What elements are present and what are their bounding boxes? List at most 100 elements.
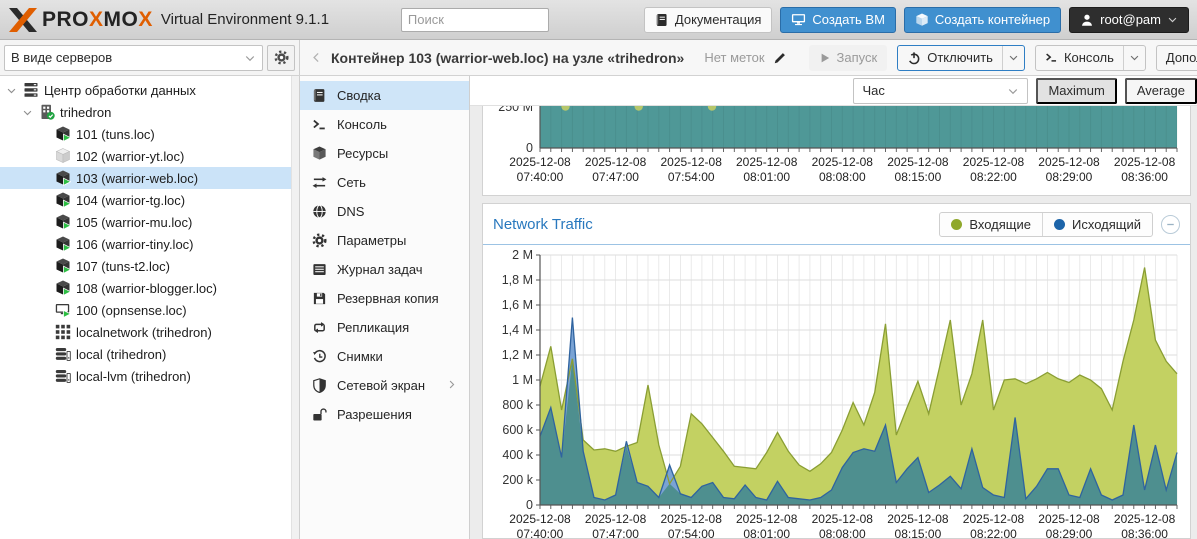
nav-item-label: Сводка: [337, 88, 381, 103]
svg-text:2025-12-08: 2025-12-08: [1114, 512, 1176, 526]
shutdown-dropdown-button[interactable]: [1001, 45, 1024, 70]
network-panel-title: Network Traffic: [493, 215, 593, 233]
nav-item-options[interactable]: Параметры: [300, 226, 469, 255]
nav-item-replication[interactable]: Репликация: [300, 313, 469, 342]
proxmox-logo: PROXMOX Virtual Environment 9.1.1: [8, 7, 329, 33]
time-range-select[interactable]: Час: [853, 77, 1029, 104]
view-mode-select[interactable]: В виде серверов: [4, 44, 263, 71]
nav-item-summary[interactable]: Сводка: [300, 81, 469, 110]
summary-content: Час Maximum Average 250 M 0 2025-12-08 07:4…: [470, 76, 1197, 539]
create-vm-button[interactable]: Создать ВМ: [780, 6, 896, 33]
legend-label: Входящие: [969, 216, 1031, 232]
resource-tree: Центр обработки данных trihedron 101 (tuns…: [0, 76, 300, 539]
svg-text:08:01:00: 08:01:00: [743, 527, 790, 539]
svg-text:08:36:00: 08:36:00: [1121, 527, 1168, 539]
tree-item-ct-108[interactable]: 108 (warrior-blogger.loc): [0, 277, 299, 299]
search-input[interactable]: [400, 7, 549, 32]
tree-item-storage-local-lvm[interactable]: local-lvm (trihedron): [0, 365, 299, 387]
network-panel-header: Network Traffic Входящие Исходящий: [483, 204, 1190, 245]
chevron-down-icon: [1007, 85, 1019, 97]
tags-label: Нет меток: [704, 50, 765, 65]
nav-item-resources[interactable]: Ресурсы: [300, 139, 469, 168]
svg-text:0: 0: [526, 498, 533, 512]
play-icon: [819, 52, 831, 64]
nav-item-task-history[interactable]: Журнал задач: [300, 255, 469, 284]
tree-item-ct-104[interactable]: 104 (warrior-tg.loc): [0, 189, 299, 211]
tree-item-vm-100[interactable]: 100 (opnsense.loc): [0, 299, 299, 321]
terminal-icon: [312, 117, 327, 132]
memory-chart-panel-partial: 250 M 0 2025-12-08 07:40:00 2025-12-08 07:47:…: [482, 106, 1191, 196]
edit-tags-button[interactable]: [773, 51, 787, 65]
console-dropdown-button[interactable]: [1122, 45, 1145, 70]
tree-item-ct-103[interactable]: 103 (warrior-web.loc): [0, 167, 299, 189]
svg-text:250 M: 250 M: [498, 106, 533, 114]
shutdown-button-group[interactable]: Отключить: [897, 44, 1025, 71]
tree-item-ct-105[interactable]: 105 (warrior-mu.loc): [0, 211, 299, 233]
svg-text:08:08:00: 08:08:00: [819, 527, 866, 539]
chevron-left-icon[interactable]: [310, 51, 323, 64]
svg-text:08:15:00: 08:15:00: [895, 527, 942, 539]
console-button[interactable]: Консоль: [1036, 46, 1123, 70]
storage-icon: [55, 346, 71, 362]
nav-item-label: Сетевой экран: [337, 378, 426, 393]
shutdown-button[interactable]: Отключить: [898, 46, 1002, 70]
collapse-panel-button[interactable]: [1161, 214, 1180, 234]
more-button[interactable]: Дополнительно: [1155, 44, 1197, 71]
power-icon: [907, 51, 921, 65]
svg-text:07:47:00: 07:47:00: [592, 527, 639, 539]
svg-text:0: 0: [526, 141, 533, 155]
tree-scrollbar[interactable]: [291, 76, 299, 539]
maximum-toggle[interactable]: Maximum: [1036, 77, 1117, 104]
tree-expand-icon[interactable]: [20, 107, 34, 118]
nav-item-label: Параметры: [337, 233, 407, 248]
chart-toolbar: Час Maximum Average: [470, 76, 1197, 106]
svg-text:2025-12-08: 2025-12-08: [1038, 155, 1100, 169]
tree-item-ct-106[interactable]: 106 (warrior-tiny.loc): [0, 233, 299, 255]
svg-text:08:08:00: 08:08:00: [819, 170, 866, 184]
nav-item-firewall[interactable]: Сетевой экран: [300, 371, 469, 400]
nav-item-network[interactable]: Сеть: [300, 168, 469, 197]
user-menu-button[interactable]: root@pam: [1069, 6, 1189, 33]
nav-item-label: Репликация: [337, 320, 410, 335]
product-version: Virtual Environment 9.1.1: [160, 11, 330, 28]
svg-text:2 M: 2 M: [512, 248, 533, 262]
console-button-group[interactable]: Консоль: [1034, 44, 1146, 71]
nav-item-snapshots[interactable]: Снимки: [300, 342, 469, 371]
nav-item-label: Разрешения: [337, 407, 412, 422]
legend-item-outgoing[interactable]: Исходящий: [1042, 212, 1152, 236]
tree-expand-icon[interactable]: [4, 85, 18, 96]
create-container-button[interactable]: Создать контейнер: [903, 6, 1062, 33]
tree-item-ct-101[interactable]: 101 (tuns.loc): [0, 123, 299, 145]
sidebar-settings-button[interactable]: [267, 44, 295, 71]
exchange-icon: [312, 175, 327, 190]
svg-text:200 k: 200 k: [502, 473, 533, 487]
tree-item-label: 103 (warrior-web.loc): [76, 170, 199, 186]
nav-item-permissions[interactable]: Разрешения: [300, 400, 469, 429]
guest-nav-panel: Сводка Консоль Ресурсы Сеть DNS Параметры Журн…: [300, 76, 470, 539]
tree-item-storage-local[interactable]: local (trihedron): [0, 343, 299, 365]
nav-item-label: Ресурсы: [337, 146, 389, 161]
tree-item-sdn-localnetwork[interactable]: localnetwork (trihedron): [0, 321, 299, 343]
average-toggle[interactable]: Average: [1124, 77, 1197, 104]
nav-item-console[interactable]: Консоль: [300, 110, 469, 139]
book-icon: [655, 13, 669, 27]
svg-text:2025-12-08: 2025-12-08: [887, 155, 949, 169]
legend-item-incoming[interactable]: Входящие: [940, 213, 1042, 236]
tree-item-ct-102[interactable]: 102 (warrior-yt.loc): [0, 145, 299, 167]
start-button[interactable]: Запуск: [808, 44, 888, 71]
tree-item-label: 101 (tuns.loc): [76, 126, 155, 142]
tree-item-ct-107[interactable]: 107 (tuns-t2.loc): [0, 255, 299, 277]
svg-text:08:15:00: 08:15:00: [895, 170, 942, 184]
svg-text:07:54:00: 07:54:00: [668, 527, 715, 539]
nav-item-dns[interactable]: DNS: [300, 197, 469, 226]
documentation-button[interactable]: Документация: [643, 6, 773, 33]
retweet-icon: [312, 320, 327, 335]
svg-text:08:22:00: 08:22:00: [970, 170, 1017, 184]
tree-item-datacenter[interactable]: Центр обработки данных: [0, 79, 299, 101]
ct-running-icon: [55, 126, 71, 142]
tree-item-node-trihedron[interactable]: trihedron: [0, 101, 299, 123]
tree-item-label: 102 (warrior-yt.loc): [76, 148, 185, 164]
nav-item-backup[interactable]: Резервная копия: [300, 284, 469, 313]
tree-item-label: local (trihedron): [76, 346, 167, 362]
ct-running-icon: [55, 236, 71, 252]
